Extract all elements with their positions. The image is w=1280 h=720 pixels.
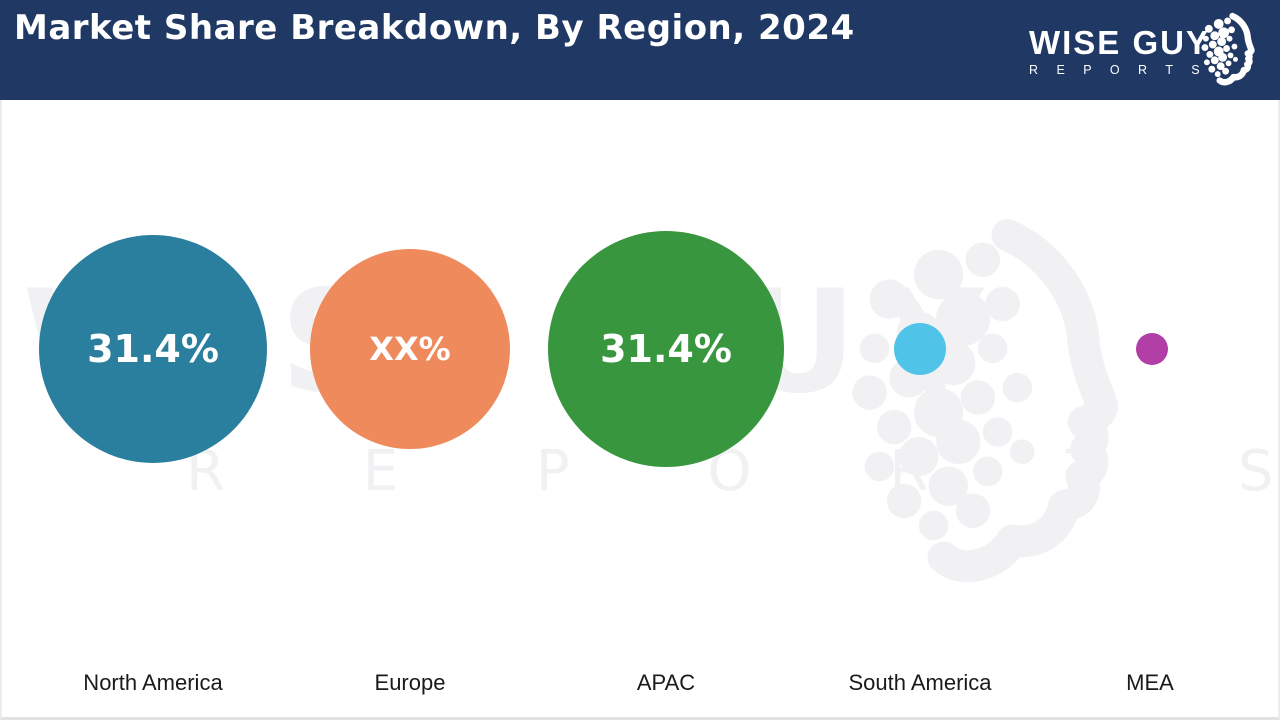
region-label-mea: MEA: [1126, 670, 1174, 695]
bubble-value-label: XX%: [369, 330, 451, 368]
region-label-south-america: South America: [848, 670, 992, 695]
region-label-apac: APAC: [636, 670, 696, 695]
bubble-south-america: [894, 323, 946, 375]
header: Market Share Breakdown, By Region, 2024 …: [0, 0, 1280, 100]
bubble-mea: [1136, 333, 1168, 365]
logo-head-icon: [1200, 12, 1264, 86]
bubble-value-label: 31.4%: [87, 327, 219, 371]
logo-wiseguy-label: WISE GUY: [1028, 24, 1210, 61]
bubble-north-america: 31.4%: [39, 235, 267, 463]
logo-text: WISE GUY R E P O R T S: [1029, 26, 1210, 77]
logo-reports-label: R E P O R T S: [1028, 63, 1208, 77]
bubble-apac: 31.4%: [548, 231, 784, 467]
region-label-north-america: North America: [83, 670, 223, 695]
watermark-head-icon: [845, 215, 1165, 585]
page-title: Market Share Breakdown, By Region, 2024: [14, 8, 855, 48]
region-label-europe: Europe: [374, 670, 446, 695]
wiseguy-logo: WISE GUY R E P O R T S: [1029, 12, 1264, 86]
bubble-value-label: 31.4%: [600, 327, 732, 371]
bubble-europe: XX%: [310, 249, 510, 449]
